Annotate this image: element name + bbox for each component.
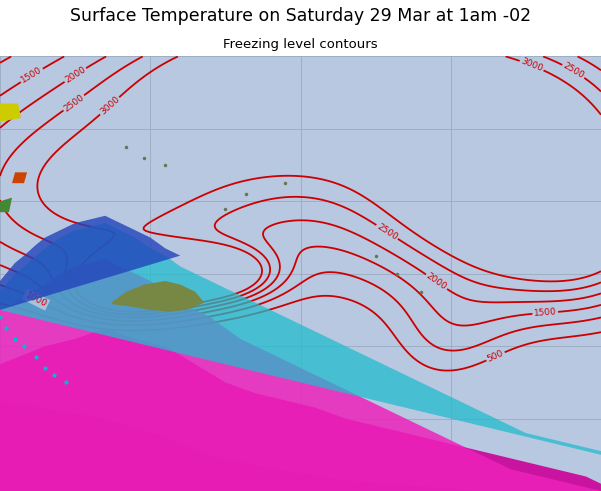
Polygon shape <box>111 281 204 312</box>
Polygon shape <box>0 259 601 491</box>
Text: 2500: 2500 <box>561 61 585 81</box>
Polygon shape <box>0 104 21 122</box>
Text: 1000: 1000 <box>24 291 49 309</box>
Text: 2500: 2500 <box>375 222 399 242</box>
Polygon shape <box>0 401 601 491</box>
Polygon shape <box>0 223 601 455</box>
Text: 3000: 3000 <box>519 57 544 74</box>
Text: 2000: 2000 <box>63 65 87 85</box>
Text: Freezing level contours: Freezing level contours <box>223 37 378 51</box>
Polygon shape <box>12 172 27 183</box>
Text: 2500: 2500 <box>62 92 86 113</box>
Text: 1500: 1500 <box>20 65 44 85</box>
Polygon shape <box>0 198 12 212</box>
Polygon shape <box>0 216 180 310</box>
Polygon shape <box>0 328 601 491</box>
Text: 2000: 2000 <box>424 272 448 292</box>
Text: 3000: 3000 <box>98 95 121 117</box>
Text: Surface Temperature on Saturday 29 Mar at 1am -02: Surface Temperature on Saturday 29 Mar a… <box>70 7 531 25</box>
Text: 500: 500 <box>486 349 505 364</box>
Text: 1500: 1500 <box>534 307 557 318</box>
